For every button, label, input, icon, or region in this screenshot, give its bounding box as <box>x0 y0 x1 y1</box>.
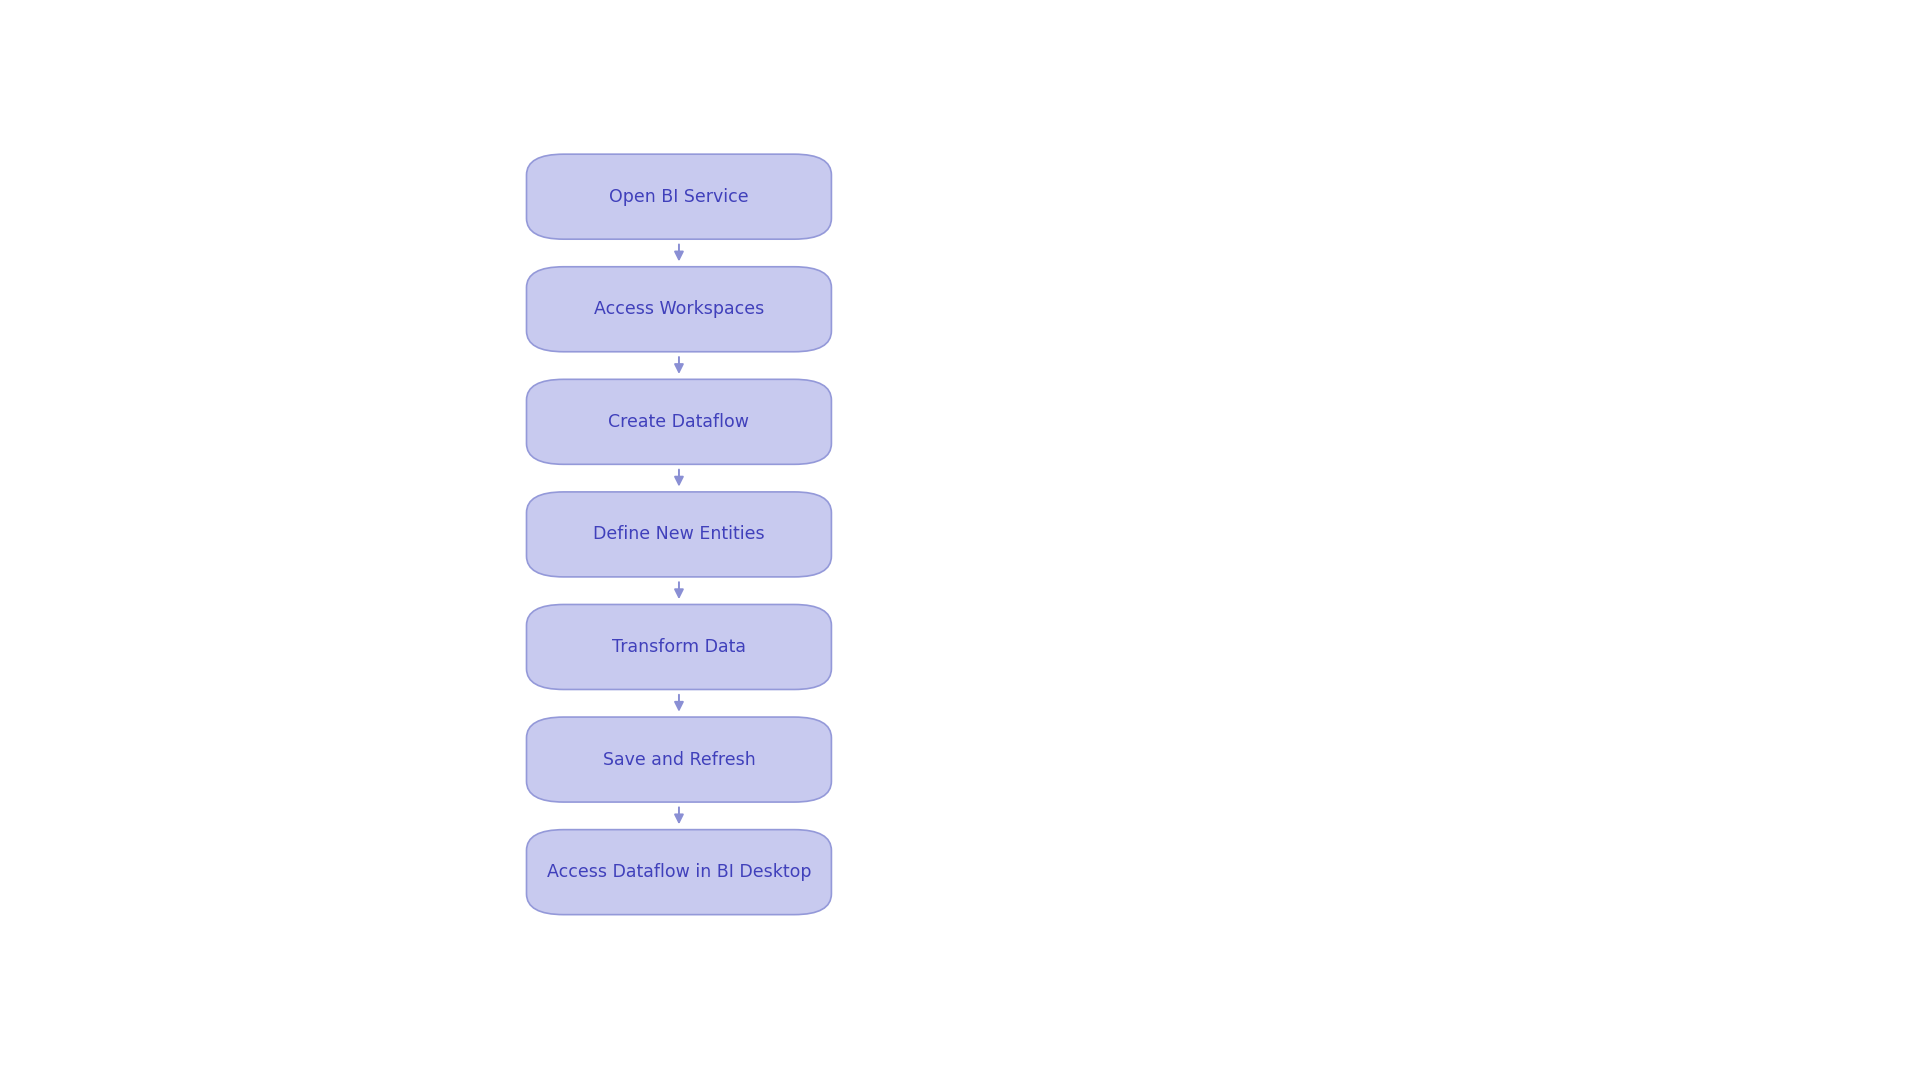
FancyBboxPatch shape <box>526 379 831 465</box>
Text: Define New Entities: Define New Entities <box>593 525 764 544</box>
FancyBboxPatch shape <box>526 492 831 577</box>
Text: Transform Data: Transform Data <box>612 638 747 656</box>
FancyBboxPatch shape <box>526 266 831 352</box>
FancyBboxPatch shape <box>526 830 831 915</box>
Text: Save and Refresh: Save and Refresh <box>603 751 755 769</box>
FancyBboxPatch shape <box>526 717 831 803</box>
Text: Create Dataflow: Create Dataflow <box>609 413 749 431</box>
Text: Open BI Service: Open BI Service <box>609 187 749 206</box>
Text: Access Workspaces: Access Workspaces <box>593 300 764 318</box>
FancyBboxPatch shape <box>526 154 831 239</box>
Text: Access Dataflow in BI Desktop: Access Dataflow in BI Desktop <box>547 863 812 882</box>
FancyBboxPatch shape <box>526 604 831 690</box>
